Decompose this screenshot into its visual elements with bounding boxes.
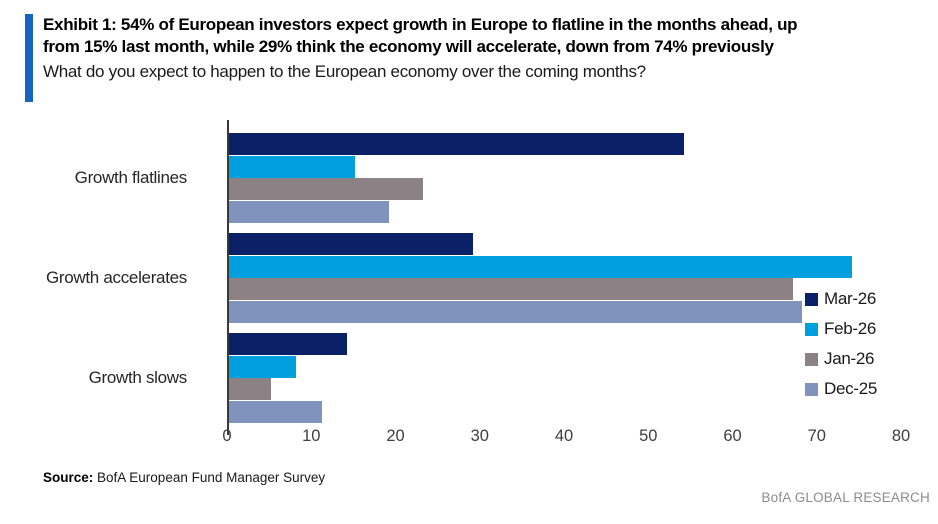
- x-tick-label: 30: [470, 427, 489, 445]
- exhibit-title-line1: Exhibit 1: 54% of European investors exp…: [43, 15, 798, 34]
- legend-item-mar-26: Mar-26: [805, 284, 877, 314]
- source-text: BofA European Fund Manager Survey: [93, 470, 326, 485]
- bar-mar-26: [229, 333, 347, 355]
- category-label: Growth accelerates: [45, 268, 187, 287]
- legend-swatch-icon: [805, 352, 818, 366]
- bar-dec-25: [229, 200, 390, 223]
- source-label: Source:: [43, 470, 94, 485]
- category-label: Growth slows: [88, 368, 188, 387]
- x-tick-label: 40: [554, 427, 574, 445]
- legend-item-dec-25: Dec-25: [805, 374, 877, 404]
- legend-swatch-icon: [805, 322, 818, 336]
- legend-label: Dec-25: [824, 379, 878, 398]
- bar-dec-25: [229, 400, 322, 423]
- x-tick-label: 80: [891, 427, 911, 445]
- accent-bar: [25, 14, 33, 102]
- x-tick-label: 0: [222, 427, 232, 445]
- bar-jan-26: [229, 178, 423, 200]
- y-axis-line: [227, 120, 229, 435]
- bar-feb-26: [229, 355, 297, 378]
- bar-mar-26: [229, 133, 684, 155]
- category-label: Growth flatlines: [74, 168, 188, 187]
- bar-feb-26: [229, 255, 853, 278]
- brand-footer: BofA GLOBAL RESEARCH: [761, 490, 930, 505]
- x-tick-label: 60: [723, 427, 742, 445]
- legend-label: Feb-26: [824, 319, 877, 338]
- bar-jan-26: [229, 278, 794, 300]
- bar-feb-26: [229, 155, 356, 178]
- chart-question-subtitle: What do you expect to happen to the Euro…: [43, 62, 646, 81]
- header-text: Exhibit 1: 54% of European investors exp…: [33, 14, 798, 102]
- bar-mar-26: [229, 233, 474, 255]
- exhibit-title-line2: from 15% last month, while 29% think the…: [43, 37, 774, 56]
- legend-item-jan-26: Jan-26: [805, 344, 877, 374]
- legend-swatch-icon: [805, 382, 818, 396]
- legend-item-feb-26: Feb-26: [805, 314, 877, 344]
- exhibit-header: Exhibit 1: 54% of European investors exp…: [25, 14, 925, 102]
- x-tick-label: 70: [807, 427, 826, 445]
- bar-dec-25: [229, 300, 802, 323]
- bar-jan-26: [229, 378, 272, 400]
- legend-swatch-icon: [805, 292, 818, 306]
- chart-area: Mar-26 Feb-26 Jan-26 Dec-25 Growth flatline…: [0, 112, 938, 460]
- source-line: Source: BofA European Fund Manager Surve…: [43, 470, 325, 485]
- x-tick-label: 20: [386, 427, 405, 445]
- chart-legend: Mar-26 Feb-26 Jan-26 Dec-25: [805, 284, 877, 404]
- x-tick-label: 50: [639, 427, 658, 445]
- legend-label: Mar-26: [824, 289, 877, 308]
- legend-label: Jan-26: [824, 349, 875, 368]
- x-tick-label: 10: [302, 427, 321, 445]
